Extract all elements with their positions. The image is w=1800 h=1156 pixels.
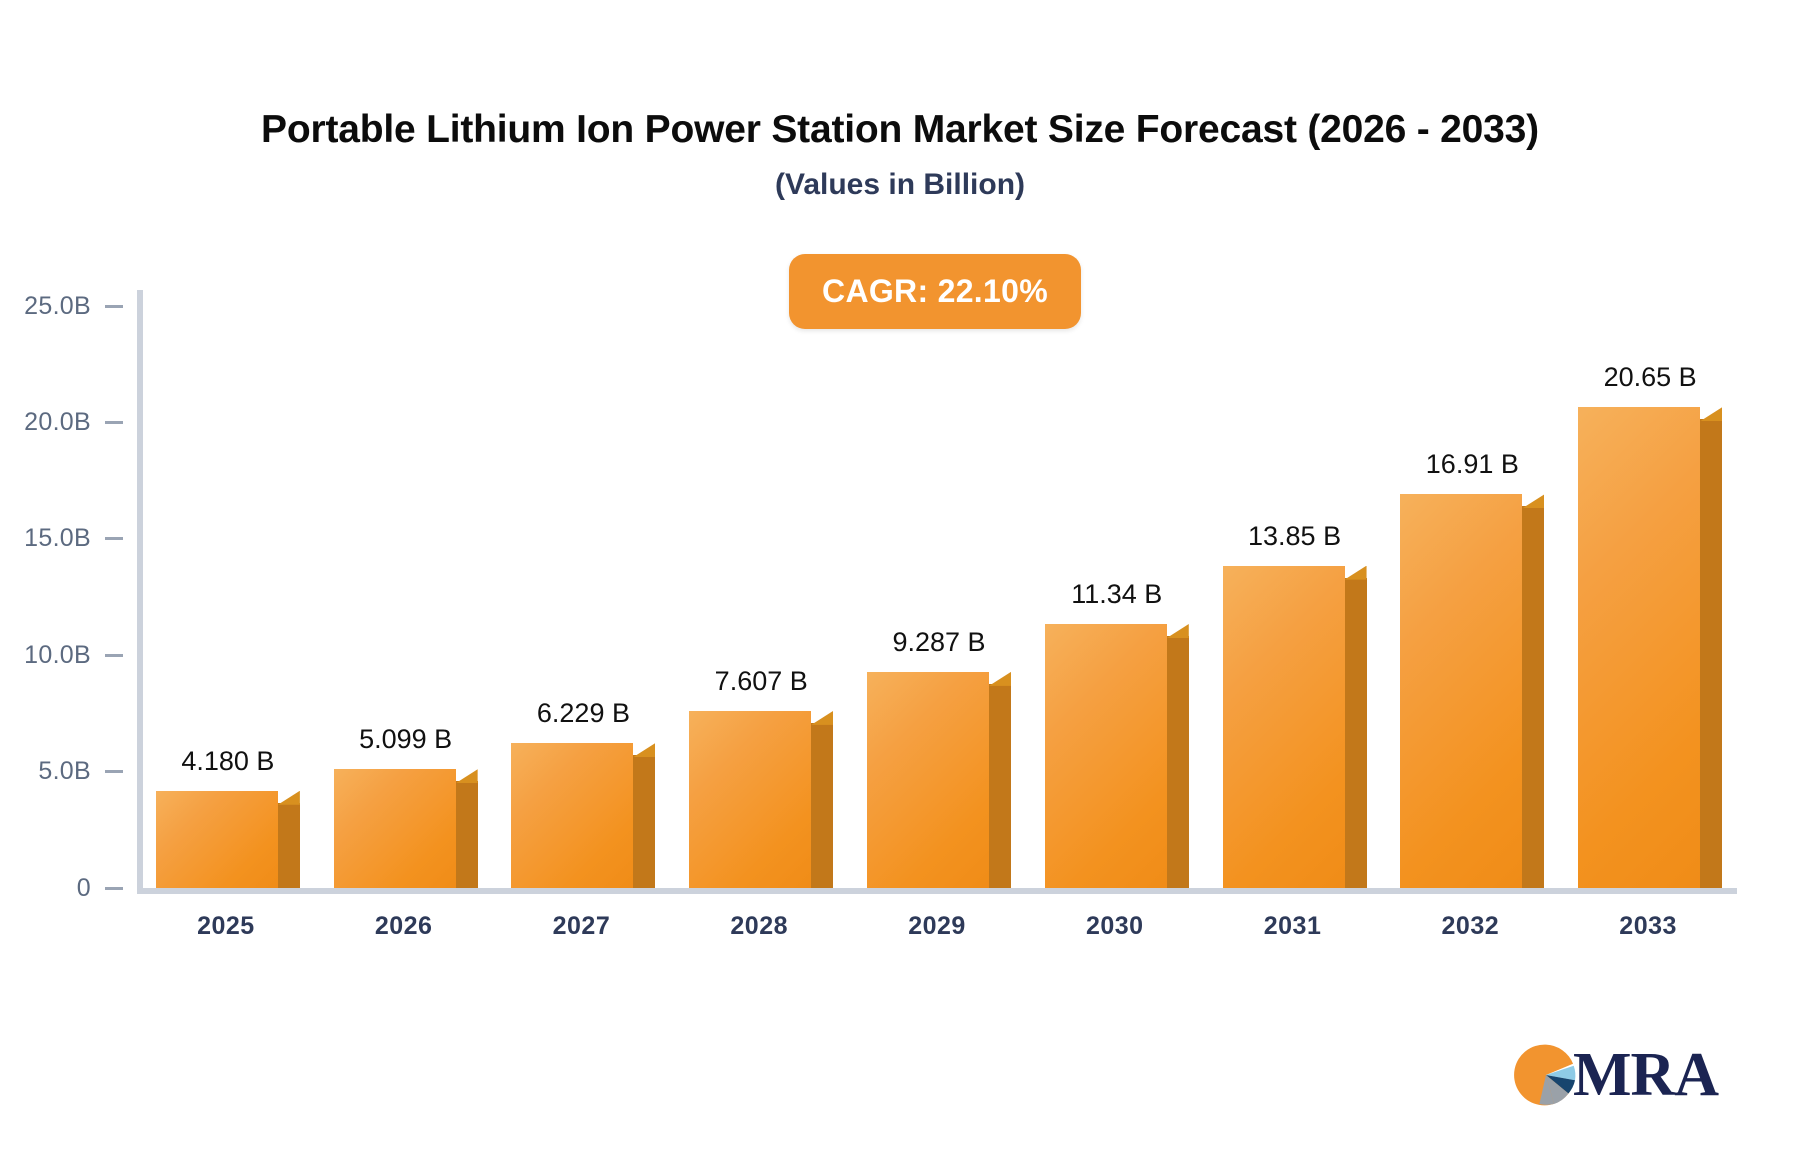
x-axis-line: [137, 888, 1737, 894]
bar-front-face: [1578, 407, 1701, 888]
bar-side-face: [1700, 419, 1723, 888]
y-axis-tick-mark: [105, 653, 123, 657]
bar[interactable]: 5.099 B: [333, 724, 478, 888]
x-axis-tick-label: 2032: [1441, 912, 1500, 940]
bar-front-face: [333, 769, 456, 888]
bar-value-label: 16.91 B: [1425, 449, 1519, 480]
y-axis-tick-label: 20.0B: [24, 407, 91, 436]
x-axis-tick-label: 2026: [374, 912, 433, 940]
y-axis-tick-label: 10.0B: [24, 640, 91, 669]
x-axis-labels: 2025 2026 2027 2028 2029 2030 2031 2032 2033: [137, 912, 1737, 952]
y-axis-tick-mark: [105, 420, 123, 424]
x-axis-tick-label: 2033: [1619, 912, 1677, 940]
bar-side-face: [455, 781, 478, 888]
bar-side-face: [811, 722, 834, 888]
bar-side-face: [633, 755, 656, 888]
bar-front-face: [1044, 624, 1167, 888]
x-axis-tick-label: 2027: [552, 912, 611, 940]
bar-front-face: [155, 790, 278, 888]
bar-top-bevel: [455, 769, 478, 784]
x-axis-tick-label: 2031: [1263, 912, 1322, 940]
bar-front-face: [1222, 565, 1345, 888]
bar-value-label: 11.34 B: [1071, 579, 1163, 610]
bar-top-bevel: [1700, 407, 1723, 422]
y-axis-tick-mark: [105, 304, 123, 308]
y-axis-tick: 20.0B: [0, 407, 131, 436]
bar-front-face: [511, 743, 634, 888]
y-axis-tick: 0: [0, 873, 131, 902]
bar-front-face: [689, 710, 812, 888]
y-axis-tick-label: 25.0B: [24, 291, 91, 320]
y-axis-tick: 5.0B: [0, 757, 131, 786]
chart-title: Portable Lithium Ion Power Station Marke…: [261, 108, 1539, 151]
y-axis-tick-label: 0: [76, 873, 91, 902]
y-axis-tick-label: 15.0B: [24, 524, 91, 553]
cagr-badge: CAGR: 22.10%: [789, 254, 1081, 329]
bar-top-bevel: [277, 790, 300, 805]
bar[interactable]: 11.34 B: [1044, 579, 1189, 888]
bar-value-label: 4.180 B: [181, 745, 275, 776]
plot-area: 0 5.0B 10.0B 15.0B 20.0B 25.0B 4.180 B 5.099 B…: [24, 290, 1737, 902]
bar-side-face: [1522, 506, 1545, 888]
x-axis-tick-label: 2025: [197, 912, 255, 940]
bar-side-face: [1344, 577, 1367, 888]
pie-chart-icon: [1514, 1044, 1576, 1106]
bar-top-bevel: [811, 710, 834, 725]
logo-text: MRA: [1573, 1041, 1719, 1109]
bar[interactable]: 7.607 B: [689, 666, 834, 888]
mra-logo: MRA: [1513, 1036, 1719, 1114]
x-axis-tick-label: 2029: [908, 912, 966, 940]
y-axis-tick-mark: [105, 770, 123, 774]
bar-front-face: [867, 671, 989, 888]
bar[interactable]: 13.85 B: [1222, 521, 1367, 888]
y-axis-tick-mark: [105, 886, 123, 890]
bar-side-face: [989, 683, 1011, 888]
bar-top-bevel: [1522, 494, 1545, 509]
cagr-badge-label: CAGR: 22.10%: [822, 273, 1048, 309]
y-axis-tick-label: 5.0B: [38, 757, 91, 786]
bar-series: 4.180 B 5.099 B 6.229 B 7.607 B 9.287 B 11.34…: [137, 290, 1737, 894]
bar[interactable]: 4.180 B: [155, 746, 300, 888]
y-axis-tick: 10.0B: [0, 640, 131, 669]
bar-value-label: 5.099 B: [359, 724, 453, 755]
y-axis-line: [137, 290, 143, 894]
bar-top-bevel: [1166, 624, 1189, 639]
bar-value-label: 9.287 B: [892, 626, 986, 657]
bar-side-face: [1166, 636, 1189, 888]
bar[interactable]: 9.287 B: [867, 627, 1011, 888]
bar[interactable]: 20.65 B: [1578, 362, 1723, 888]
y-axis-tick: 15.0B: [0, 524, 131, 553]
bar-front-face: [1400, 494, 1523, 888]
chart-subtitle: (Values in Billion): [774, 168, 1026, 201]
bar[interactable]: 16.91 B: [1400, 449, 1545, 888]
bar-value-label: 7.607 B: [714, 665, 808, 696]
x-axis-tick-label: 2030: [1085, 912, 1144, 940]
y-axis-tick: 25.0B: [0, 291, 131, 320]
bar[interactable]: 6.229 B: [511, 698, 656, 888]
bar-top-bevel: [989, 671, 1011, 686]
bar-value-label: 13.85 B: [1248, 520, 1342, 551]
bar-side-face: [277, 802, 300, 888]
x-axis-tick-label: 2028: [730, 912, 789, 940]
y-axis-tick-mark: [105, 537, 123, 541]
bar-top-bevel: [633, 743, 656, 757]
bar-top-bevel: [1344, 565, 1367, 580]
bar-value-label: 6.229 B: [536, 698, 630, 728]
bar-value-label: 20.65 B: [1603, 362, 1697, 393]
